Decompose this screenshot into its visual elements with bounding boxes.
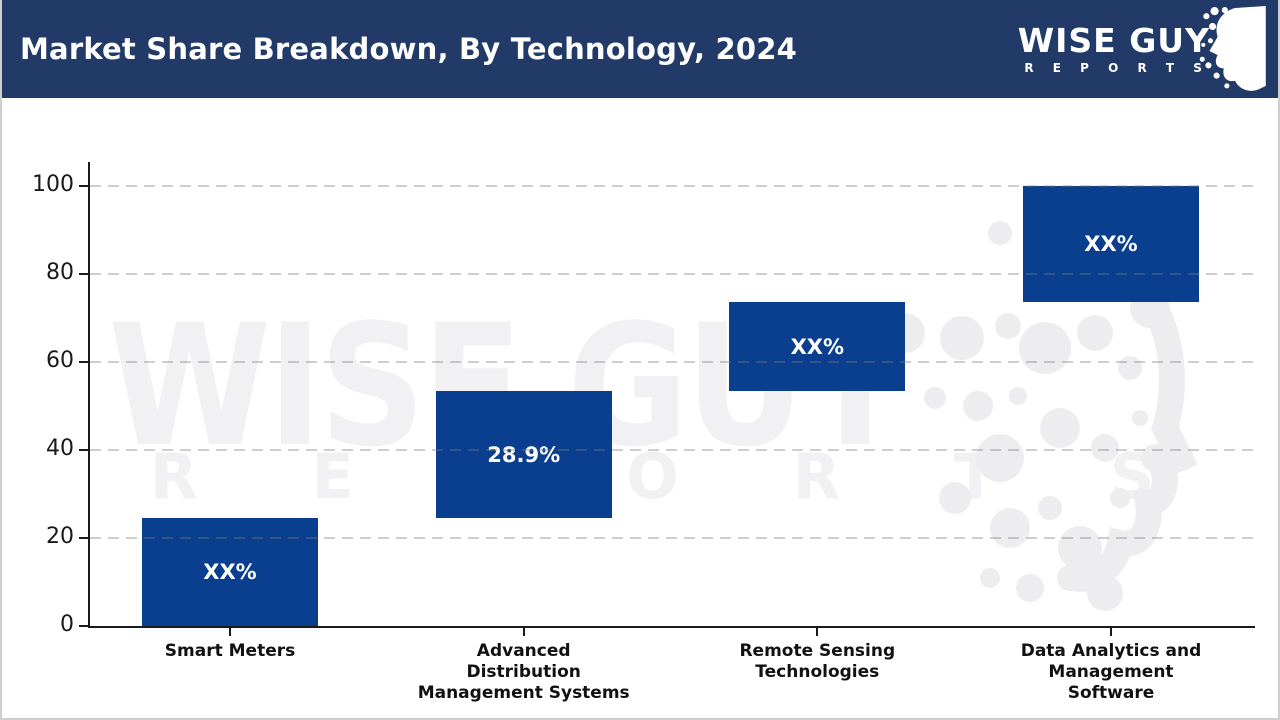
gridline-80 (90, 273, 1255, 275)
y-tick-label-80: 80 (46, 260, 74, 285)
bar-value-label: XX% (203, 560, 257, 585)
bar-smart-meters: XX% (142, 518, 318, 626)
x-tick-mark-remote-sensing (816, 628, 819, 636)
bar-value-label: XX% (1084, 232, 1138, 257)
x-tick-mark-data-analytics (1110, 628, 1112, 636)
x-category-label-adms: Advanced Distribution Management Systems (417, 641, 630, 703)
y-tick-mark-100 (79, 185, 88, 187)
brand-name: WISE GUY (1017, 20, 1210, 60)
x-category-label-smart-meters: Smart Meters (164, 641, 296, 661)
brand-logo: WISE GUY R E P O R T S (1018, 0, 1270, 98)
brand-face-icon (1199, 6, 1266, 91)
x-category-label-data-analytics: Data Analytics and Management Software (1020, 641, 1202, 703)
bar-value-label: XX% (790, 334, 845, 359)
chart-plot-area: WISE GUY R E P O R T S 0 20 40 60 80 100 XX% Sm… (0, 98, 1280, 720)
bar-data-analytics: XX% (1023, 186, 1199, 303)
gridline-100 (90, 185, 1255, 187)
x-axis-line (88, 626, 1255, 628)
brand-logo-text: WISE GUY R E P O R T S (1017, 20, 1210, 75)
y-tick-mark-0 (79, 625, 88, 627)
y-tick-mark-80 (79, 273, 88, 275)
bar-remote-sensing: XX% (729, 302, 906, 392)
y-tick-label-40: 40 (46, 436, 74, 461)
y-axis-line (88, 162, 90, 628)
gridline-40 (90, 449, 1255, 451)
y-tick-label-0: 0 (60, 612, 74, 637)
watermark-face-icon (771, 221, 1198, 611)
gridline-60 (90, 361, 1255, 363)
chart-title: Market Share Breakdown, By Technology, 2… (20, 32, 798, 66)
x-category-label-remote-sensing: Remote Sensing Technologies (739, 641, 896, 682)
x-tick-mark-smart-meters (229, 628, 231, 636)
y-tick-label-60: 60 (46, 348, 74, 373)
bar-value-label: 28.9% (487, 442, 561, 467)
y-tick-mark-20 (79, 537, 88, 539)
brand-subtitle: R E P O R T S (1024, 60, 1210, 75)
header-bar: Market Share Breakdown, By Technology, 2… (0, 0, 1280, 98)
gridline-20 (90, 537, 1255, 539)
x-tick-mark-adms (522, 628, 525, 636)
y-tick-label-20: 20 (46, 524, 74, 549)
y-tick-mark-40 (79, 449, 88, 451)
y-tick-label-100: 100 (32, 172, 74, 197)
bar-adms: 28.9% (435, 391, 612, 519)
y-tick-mark-60 (79, 361, 88, 363)
